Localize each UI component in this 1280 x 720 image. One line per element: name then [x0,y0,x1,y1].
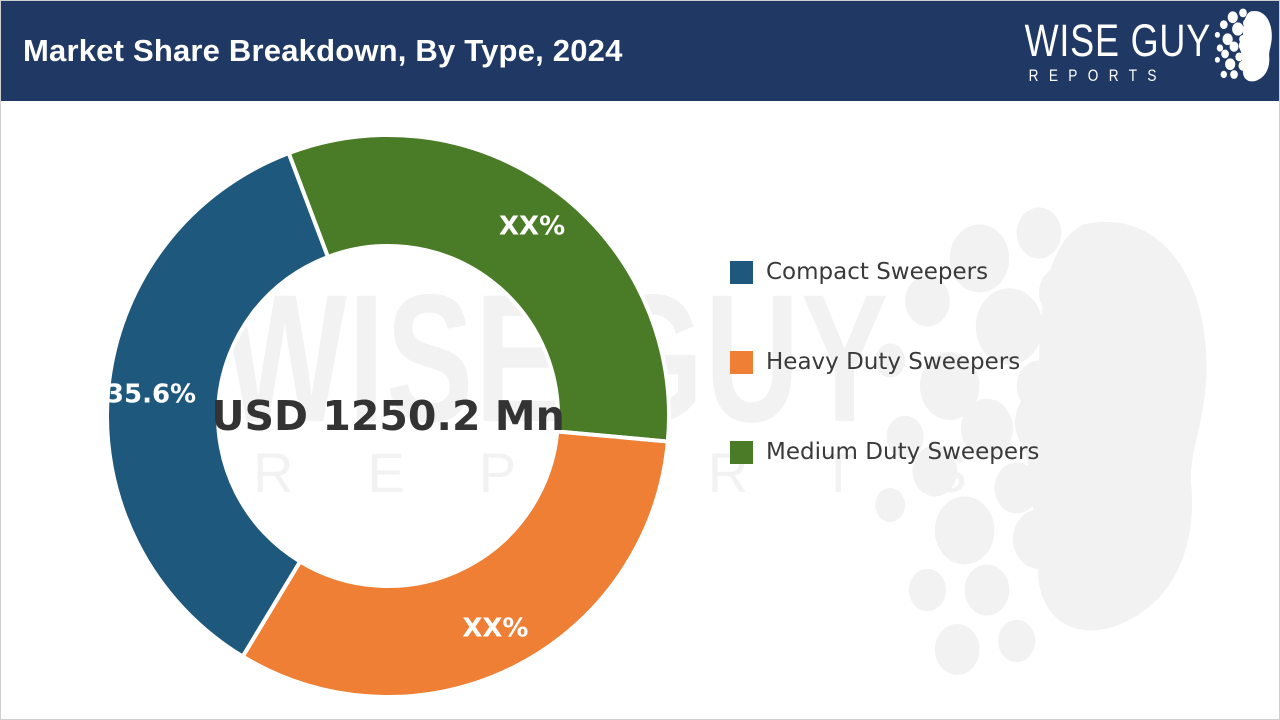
legend-item-medium-duty-sweepers: Medium Duty Sweepers [730,437,1039,467]
page-title: Market Share Breakdown, By Type, 2024 [23,33,623,68]
donut-segment-heavy-duty-sweepers [240,429,670,699]
legend-label-medium: Medium Duty Sweepers [766,439,1040,465]
legend-item-heavy-duty-sweepers: Heavy Duty Sweepers [730,347,1039,377]
header-bar: Market Share Breakdown, By Type, 2024 WI… [1,1,1279,101]
segment-label-medium-duty-sweepers: XX% [499,212,565,242]
legend-label-compact: Compact Sweepers [766,259,989,285]
legend-swatch-medium [730,440,753,464]
legend-label-heavy: Heavy Duty Sweepers [766,349,1021,375]
segment-label-heavy-duty-sweepers: XX% [462,613,528,643]
segment-label-compact-sweepers: 35.6% [106,379,196,409]
logo-wordmark-line1: WISE GUY [1024,15,1211,66]
donut-segment-medium-duty-sweepers [286,133,671,444]
logo-face-icon [1214,8,1272,82]
donut-segment-compact-sweepers [105,151,330,659]
legend-item-compact-sweepers: Compact Sweepers [730,257,1039,287]
logo-wordmark-line2: REPORTS [1028,66,1167,85]
legend-swatch-compact [730,260,753,284]
chart-center-value: USD 1250.2 Mn [211,392,565,440]
logo-wordmark: WISE GUY REPORTS [1025,18,1211,84]
brand-logo: WISE GUY REPORTS [978,5,1275,97]
legend-swatch-heavy [730,350,753,374]
donut-chart: XX% XX% 35.6% [105,133,671,699]
legend: Compact Sweepers Heavy Duty Sweepers Med… [730,257,1039,527]
